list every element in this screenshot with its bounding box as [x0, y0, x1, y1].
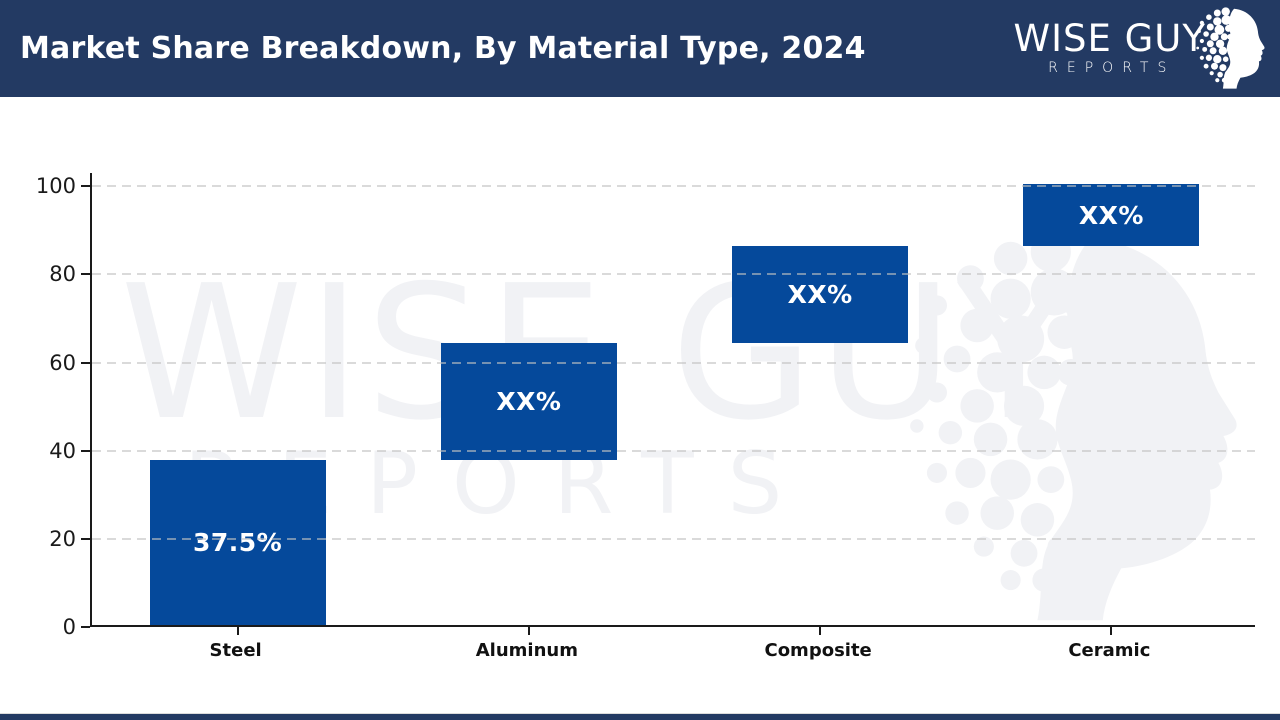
x-tick-label-aluminum: Aluminum — [475, 640, 578, 661]
y-tick-label-0: 0 — [62, 615, 76, 639]
x-tick-mark-steel — [236, 627, 239, 635]
bar-value-label-aluminum: XX% — [496, 386, 562, 416]
gridline-y-100 — [92, 185, 1255, 188]
page-title: Market Share Breakdown, By Material Type… — [20, 31, 866, 66]
y-tick-mark-100 — [81, 185, 90, 188]
y-tick-mark-20 — [81, 537, 90, 540]
header-bar: Market Share Breakdown, By Material Type… — [0, 0, 1280, 97]
y-tick-mark-40 — [81, 449, 90, 452]
x-tick-label-ceramic: Ceramic — [1068, 640, 1151, 661]
bar-value-label-composite: XX% — [787, 279, 853, 309]
x-tick-mark-aluminum — [527, 627, 530, 635]
x-tick-label-composite: Composite — [764, 640, 872, 661]
y-tick-mark-0 — [81, 626, 90, 628]
y-tick-label-100: 100 — [35, 174, 76, 199]
gridline-y-80 — [92, 273, 1255, 276]
x-tick-mark-ceramic — [1110, 627, 1113, 635]
y-tick-label-40: 40 — [49, 438, 76, 463]
bar-steel: 37.5% — [149, 459, 326, 625]
gridline-y-40 — [92, 449, 1255, 452]
y-tick-label-20: 20 — [49, 526, 76, 551]
footer-bar — [0, 713, 1280, 720]
y-tick-mark-80 — [81, 273, 90, 276]
bar-value-label-steel: 37.5% — [193, 527, 283, 557]
watermark-head-icon — [892, 225, 1255, 625]
logo-text: WISE GUY REPORTS — [1013, 17, 1206, 76]
chart-plot-area: WISE GUY REPORTS 37.5% XX% XX% XX% — [81, 173, 1255, 635]
bar-aluminum: XX% — [440, 342, 617, 460]
logo-wordmark: WISE GUY — [1013, 17, 1206, 61]
bar-value-label-ceramic: XX% — [1078, 200, 1144, 230]
logo-subtitle: REPORTS — [1048, 59, 1176, 76]
head-silhouette-icon — [1192, 6, 1272, 90]
x-tick-label-steel: Steel — [209, 640, 262, 661]
y-tick-label-80: 80 — [49, 262, 76, 287]
gridline-y-20 — [92, 537, 1255, 540]
y-tick-label-60: 60 — [49, 350, 76, 375]
bar-ceramic: XX% — [1023, 184, 1200, 246]
gridline-y-60 — [92, 361, 1255, 364]
bar-composite: XX% — [732, 245, 909, 343]
x-tick-mark-composite — [819, 627, 822, 635]
wise-guy-logo: WISE GUY REPORTS — [1014, 2, 1272, 94]
y-tick-mark-60 — [81, 361, 90, 364]
